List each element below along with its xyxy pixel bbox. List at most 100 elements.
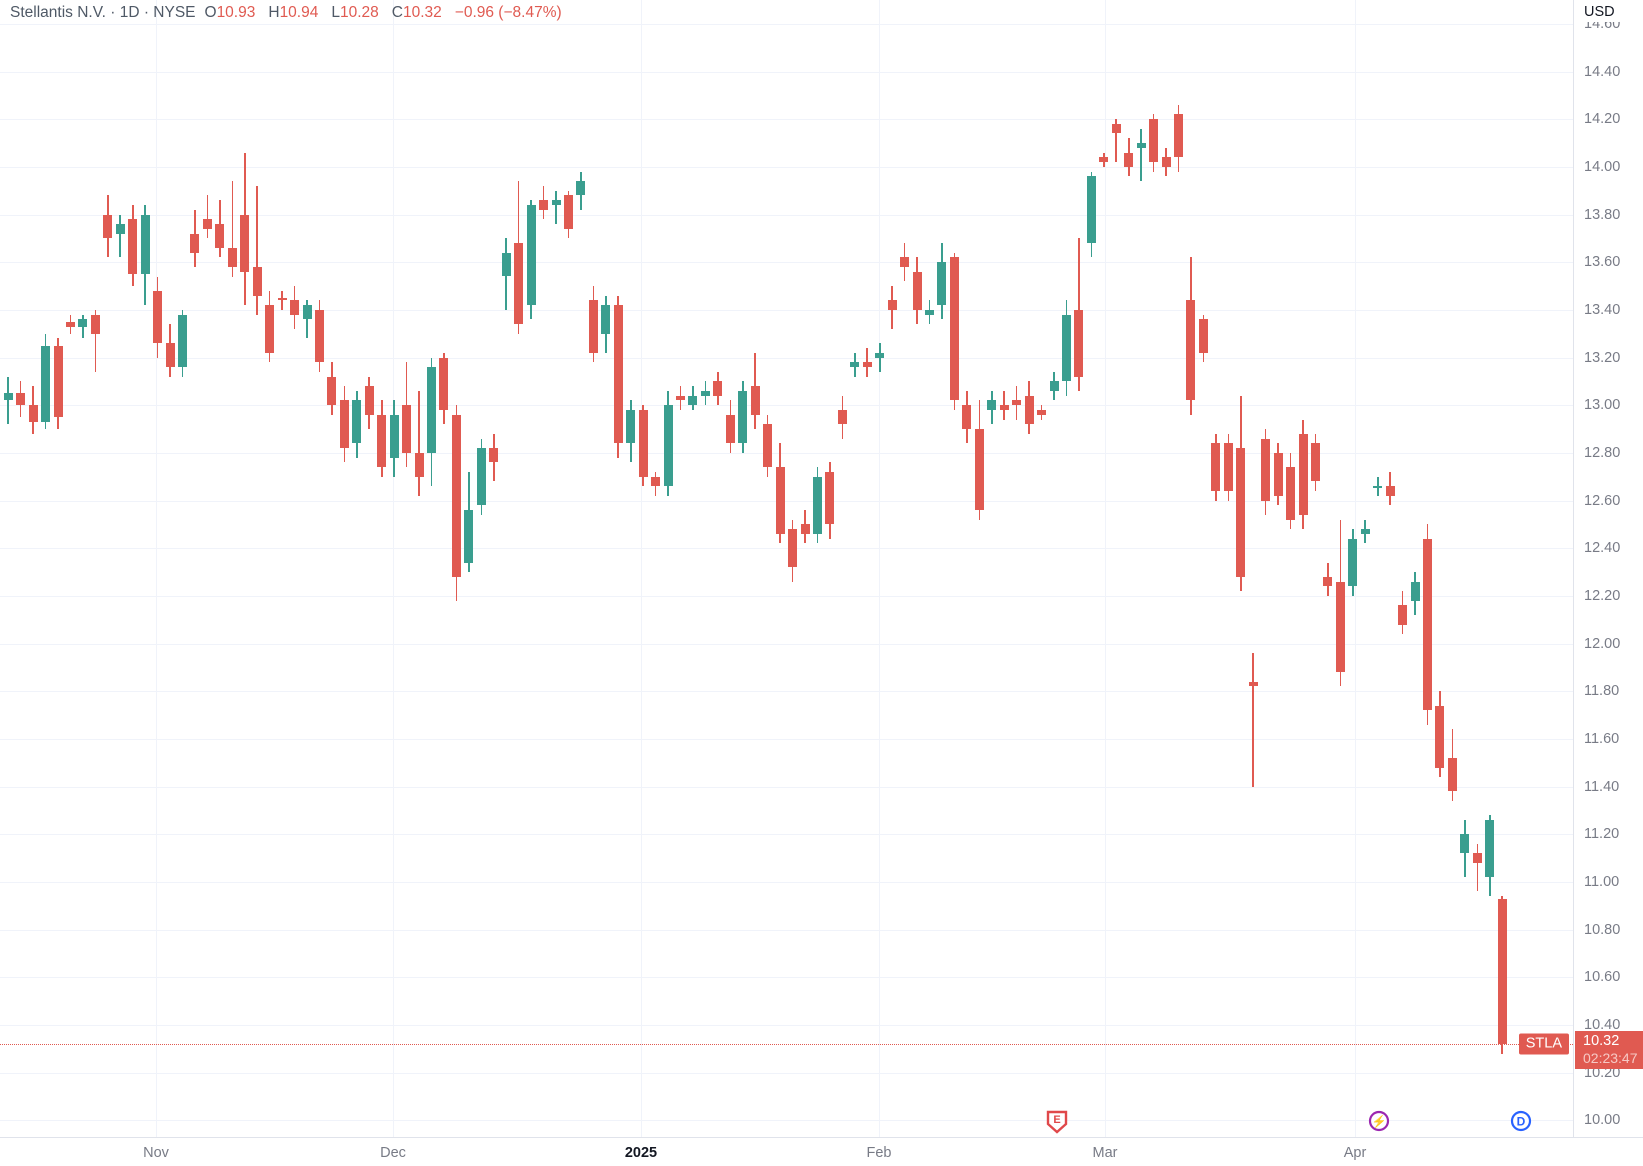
candle-body xyxy=(601,305,611,334)
horizontal-gridline xyxy=(0,500,1573,502)
earnings-marker-icon[interactable]: E xyxy=(1046,1110,1068,1139)
candle-body xyxy=(252,266,262,296)
candle-body xyxy=(700,390,710,396)
horizontal-gridline xyxy=(0,405,1573,407)
candle-body xyxy=(1435,705,1445,768)
candle-body xyxy=(563,195,573,229)
candle-body xyxy=(389,414,399,458)
candle-body xyxy=(78,319,88,327)
dividend-marker-icon[interactable]: D xyxy=(1510,1110,1532,1137)
candle-body xyxy=(1398,605,1408,625)
candle-body xyxy=(501,252,511,277)
candle-wick xyxy=(1140,128,1142,182)
time-axis[interactable]: Nov Dec 2025 Feb Mar Apr xyxy=(0,1137,1643,1166)
candle-body xyxy=(377,414,387,468)
candle-body xyxy=(115,224,125,234)
candle-body xyxy=(302,305,312,320)
candle-body xyxy=(775,467,785,534)
symbol-title[interactable]: Stellantis N.V. · 1D · NYSE xyxy=(10,4,196,21)
horizontal-gridline xyxy=(0,1120,1573,1122)
change-value: −0.96 (−8.47%) xyxy=(454,4,562,21)
horizontal-gridline xyxy=(0,309,1573,311)
price-axis-label: 10.60 xyxy=(1584,969,1621,986)
svg-text:⚡: ⚡ xyxy=(1372,1115,1387,1129)
svg-text:D: D xyxy=(1517,1115,1526,1129)
candle-body xyxy=(539,200,549,210)
candle-wick xyxy=(878,343,881,372)
candle-body xyxy=(153,290,163,344)
candle-body xyxy=(215,224,225,248)
candle-body xyxy=(1485,819,1495,878)
candle-body xyxy=(887,300,897,310)
candle-wick xyxy=(94,309,97,372)
time-axis-label: 2025 xyxy=(624,1145,658,1161)
candle-body xyxy=(875,352,885,358)
candle-body xyxy=(165,343,175,368)
candle-body xyxy=(925,309,935,315)
horizontal-gridline xyxy=(0,738,1573,740)
candle-body xyxy=(16,393,26,406)
horizontal-gridline xyxy=(0,262,1573,264)
ohlc-low-key: L xyxy=(331,4,340,21)
candle-wick xyxy=(206,195,209,239)
ohlc-open-value: 10.93 xyxy=(216,4,256,21)
candle-body xyxy=(1161,157,1171,167)
ohlc-high-key: H xyxy=(268,4,280,21)
price-axis-label: 11.60 xyxy=(1584,730,1620,747)
candle-body xyxy=(750,386,760,415)
candle-wick xyxy=(82,314,84,339)
candle-body xyxy=(738,390,748,444)
candle-body xyxy=(1373,486,1383,488)
candle-body xyxy=(202,219,212,229)
symbol-price-tag[interactable]: STLA xyxy=(1518,1033,1569,1055)
last-price-badge[interactable]: 10.32 02:23:47 xyxy=(1575,1031,1643,1070)
price-axis-label: 13.80 xyxy=(1584,206,1621,223)
ohlc-open: O10.93 xyxy=(205,3,256,23)
candle-body xyxy=(713,381,723,396)
candle-body xyxy=(999,405,1009,410)
candle-body xyxy=(1472,853,1482,863)
candle-wick xyxy=(231,181,234,277)
candle-body xyxy=(339,400,349,449)
candle-body xyxy=(725,414,735,444)
candle-body xyxy=(1410,581,1420,601)
price-axis-label: 13.60 xyxy=(1584,254,1621,271)
price-axis-label: 14.20 xyxy=(1584,111,1621,128)
candle-wick xyxy=(1115,119,1118,163)
bar-countdown: 02:23:47 xyxy=(1583,1050,1638,1067)
candle-body xyxy=(763,424,773,468)
split-marker-icon[interactable]: ⚡ xyxy=(1368,1110,1390,1137)
candle-body xyxy=(825,471,835,525)
vertical-gridline xyxy=(641,0,642,1137)
candle-body xyxy=(90,314,100,334)
candle-body xyxy=(663,405,673,487)
candle-wick xyxy=(1252,653,1255,787)
candle-body xyxy=(439,357,449,410)
candle-body xyxy=(588,300,598,353)
vertical-gridline xyxy=(879,0,880,1137)
horizontal-gridline xyxy=(0,691,1573,693)
horizontal-gridline xyxy=(0,595,1573,597)
candle-body xyxy=(1186,300,1196,401)
currency-badge: USD xyxy=(1582,2,1621,22)
candle-body xyxy=(53,345,63,418)
price-axis-label: 10.00 xyxy=(1584,1112,1621,1129)
candle-body xyxy=(651,476,661,487)
candle-body xyxy=(1012,400,1022,406)
candle-body xyxy=(1136,143,1146,148)
candle-body xyxy=(800,524,810,534)
candle-body xyxy=(1460,834,1470,854)
price-plot-area[interactable]: STLA xyxy=(0,0,1573,1137)
ohlc-close-key: C xyxy=(391,4,403,21)
candle-body xyxy=(190,233,200,253)
ohlc-open-key: O xyxy=(204,4,217,21)
candle-wick xyxy=(7,376,10,425)
price-axis[interactable]: USD 14.60 14.40 14.20 14.00 13.80 13.60 13.40 1… xyxy=(1573,0,1643,1137)
time-axis-label: Apr xyxy=(1343,1145,1367,1161)
chart-legend: Stellantis N.V. · 1D · NYSE O10.93 H 10.9… xyxy=(10,3,562,23)
horizontal-gridline xyxy=(0,1072,1573,1074)
candle-body xyxy=(514,243,524,325)
candle-body xyxy=(1447,758,1457,792)
candle-body xyxy=(427,367,437,453)
price-axis-label: 10.80 xyxy=(1584,921,1621,938)
